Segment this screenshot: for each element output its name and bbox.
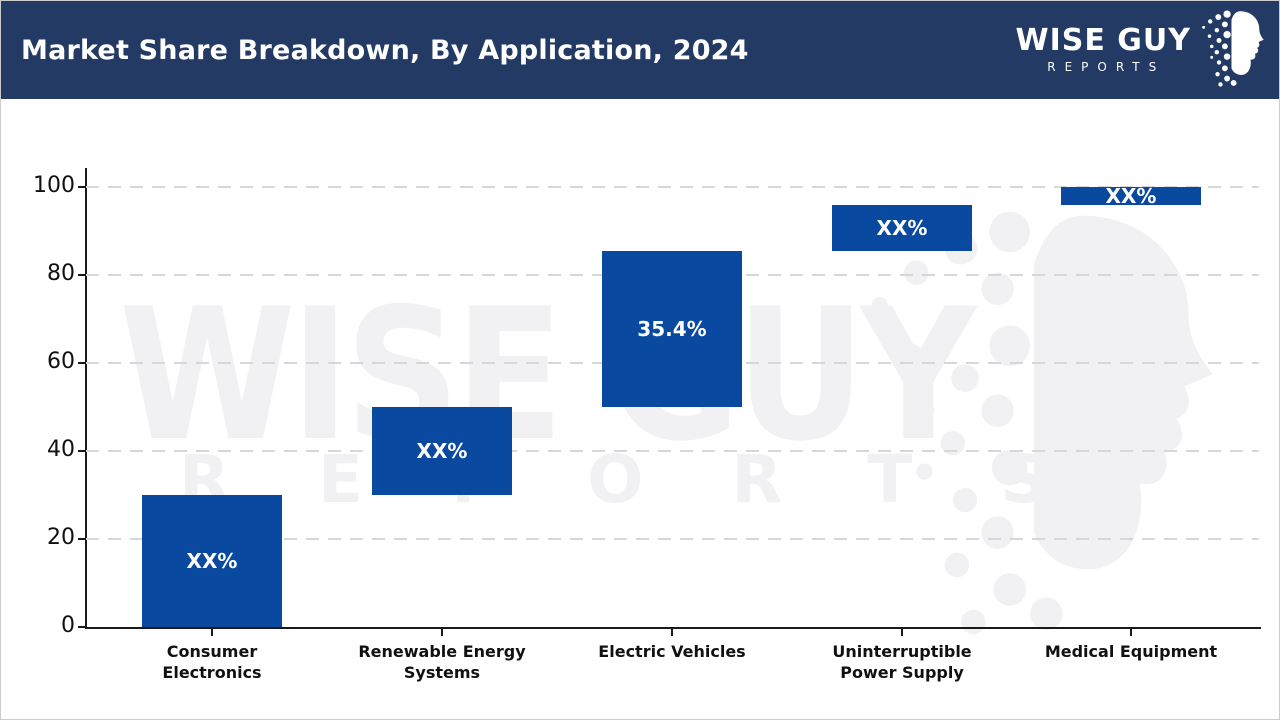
bar: XX% [832, 204, 972, 252]
y-tick-label: 0 [61, 613, 75, 638]
page-title: Market Share Breakdown, By Application, … [21, 34, 749, 66]
x-tick [1130, 629, 1132, 636]
x-category-label: Renewable Energy Systems [358, 642, 526, 682]
y-tick-label: 40 [47, 437, 75, 462]
x-category-label: Uninterruptible Power Supply [832, 642, 972, 682]
x-category-label: Consumer Electronics [162, 642, 262, 682]
gridline [86, 450, 1259, 452]
wise-guy-head-icon [1202, 10, 1264, 87]
x-axis-line [85, 627, 1261, 629]
gridline [86, 538, 1259, 540]
bar: 35.4% [602, 251, 742, 407]
y-tick [78, 450, 86, 452]
x-tick [211, 629, 213, 636]
bar: XX% [1061, 187, 1201, 205]
gridline [86, 186, 1259, 188]
x-category-label: Medical Equipment [1044, 642, 1218, 661]
bar-value-label: XX% [1105, 187, 1157, 205]
watermark-brand-subname: REPORTS [179, 441, 1136, 518]
bar: XX% [142, 495, 282, 627]
brand-logo-text: WISE GUY REPORTS [1015, 23, 1191, 75]
y-tick [78, 626, 86, 628]
brand-subname: REPORTS [1047, 60, 1166, 74]
y-axis-line [85, 168, 87, 629]
y-tick [78, 362, 86, 364]
y-tick-label: 80 [47, 261, 75, 286]
y-tick [78, 186, 86, 188]
bar-value-label: XX% [186, 549, 238, 573]
x-tick [901, 629, 903, 636]
header-bar: Market Share Breakdown, By Application, … [1, 1, 1279, 99]
y-tick [78, 538, 86, 540]
watermark-brand-name: WISE GUY [119, 269, 976, 481]
x-category-label: Electric Vehicles [598, 642, 746, 661]
x-tick [671, 629, 673, 636]
y-tick-label: 100 [33, 173, 75, 198]
y-tick-label: 60 [47, 349, 75, 374]
bar-value-label: 35.4% [637, 317, 707, 342]
y-tick [78, 274, 86, 276]
bar-value-label: XX% [876, 215, 928, 240]
bar-value-label: XX% [416, 439, 468, 463]
brand-logo: WISE GUY REPORTS [1015, 9, 1267, 91]
brand-name: WISE GUY [1015, 23, 1191, 58]
watermark-head-icon [871, 211, 1213, 635]
y-tick-label: 20 [47, 525, 75, 550]
bar: XX% [372, 407, 512, 495]
x-tick [441, 629, 443, 636]
